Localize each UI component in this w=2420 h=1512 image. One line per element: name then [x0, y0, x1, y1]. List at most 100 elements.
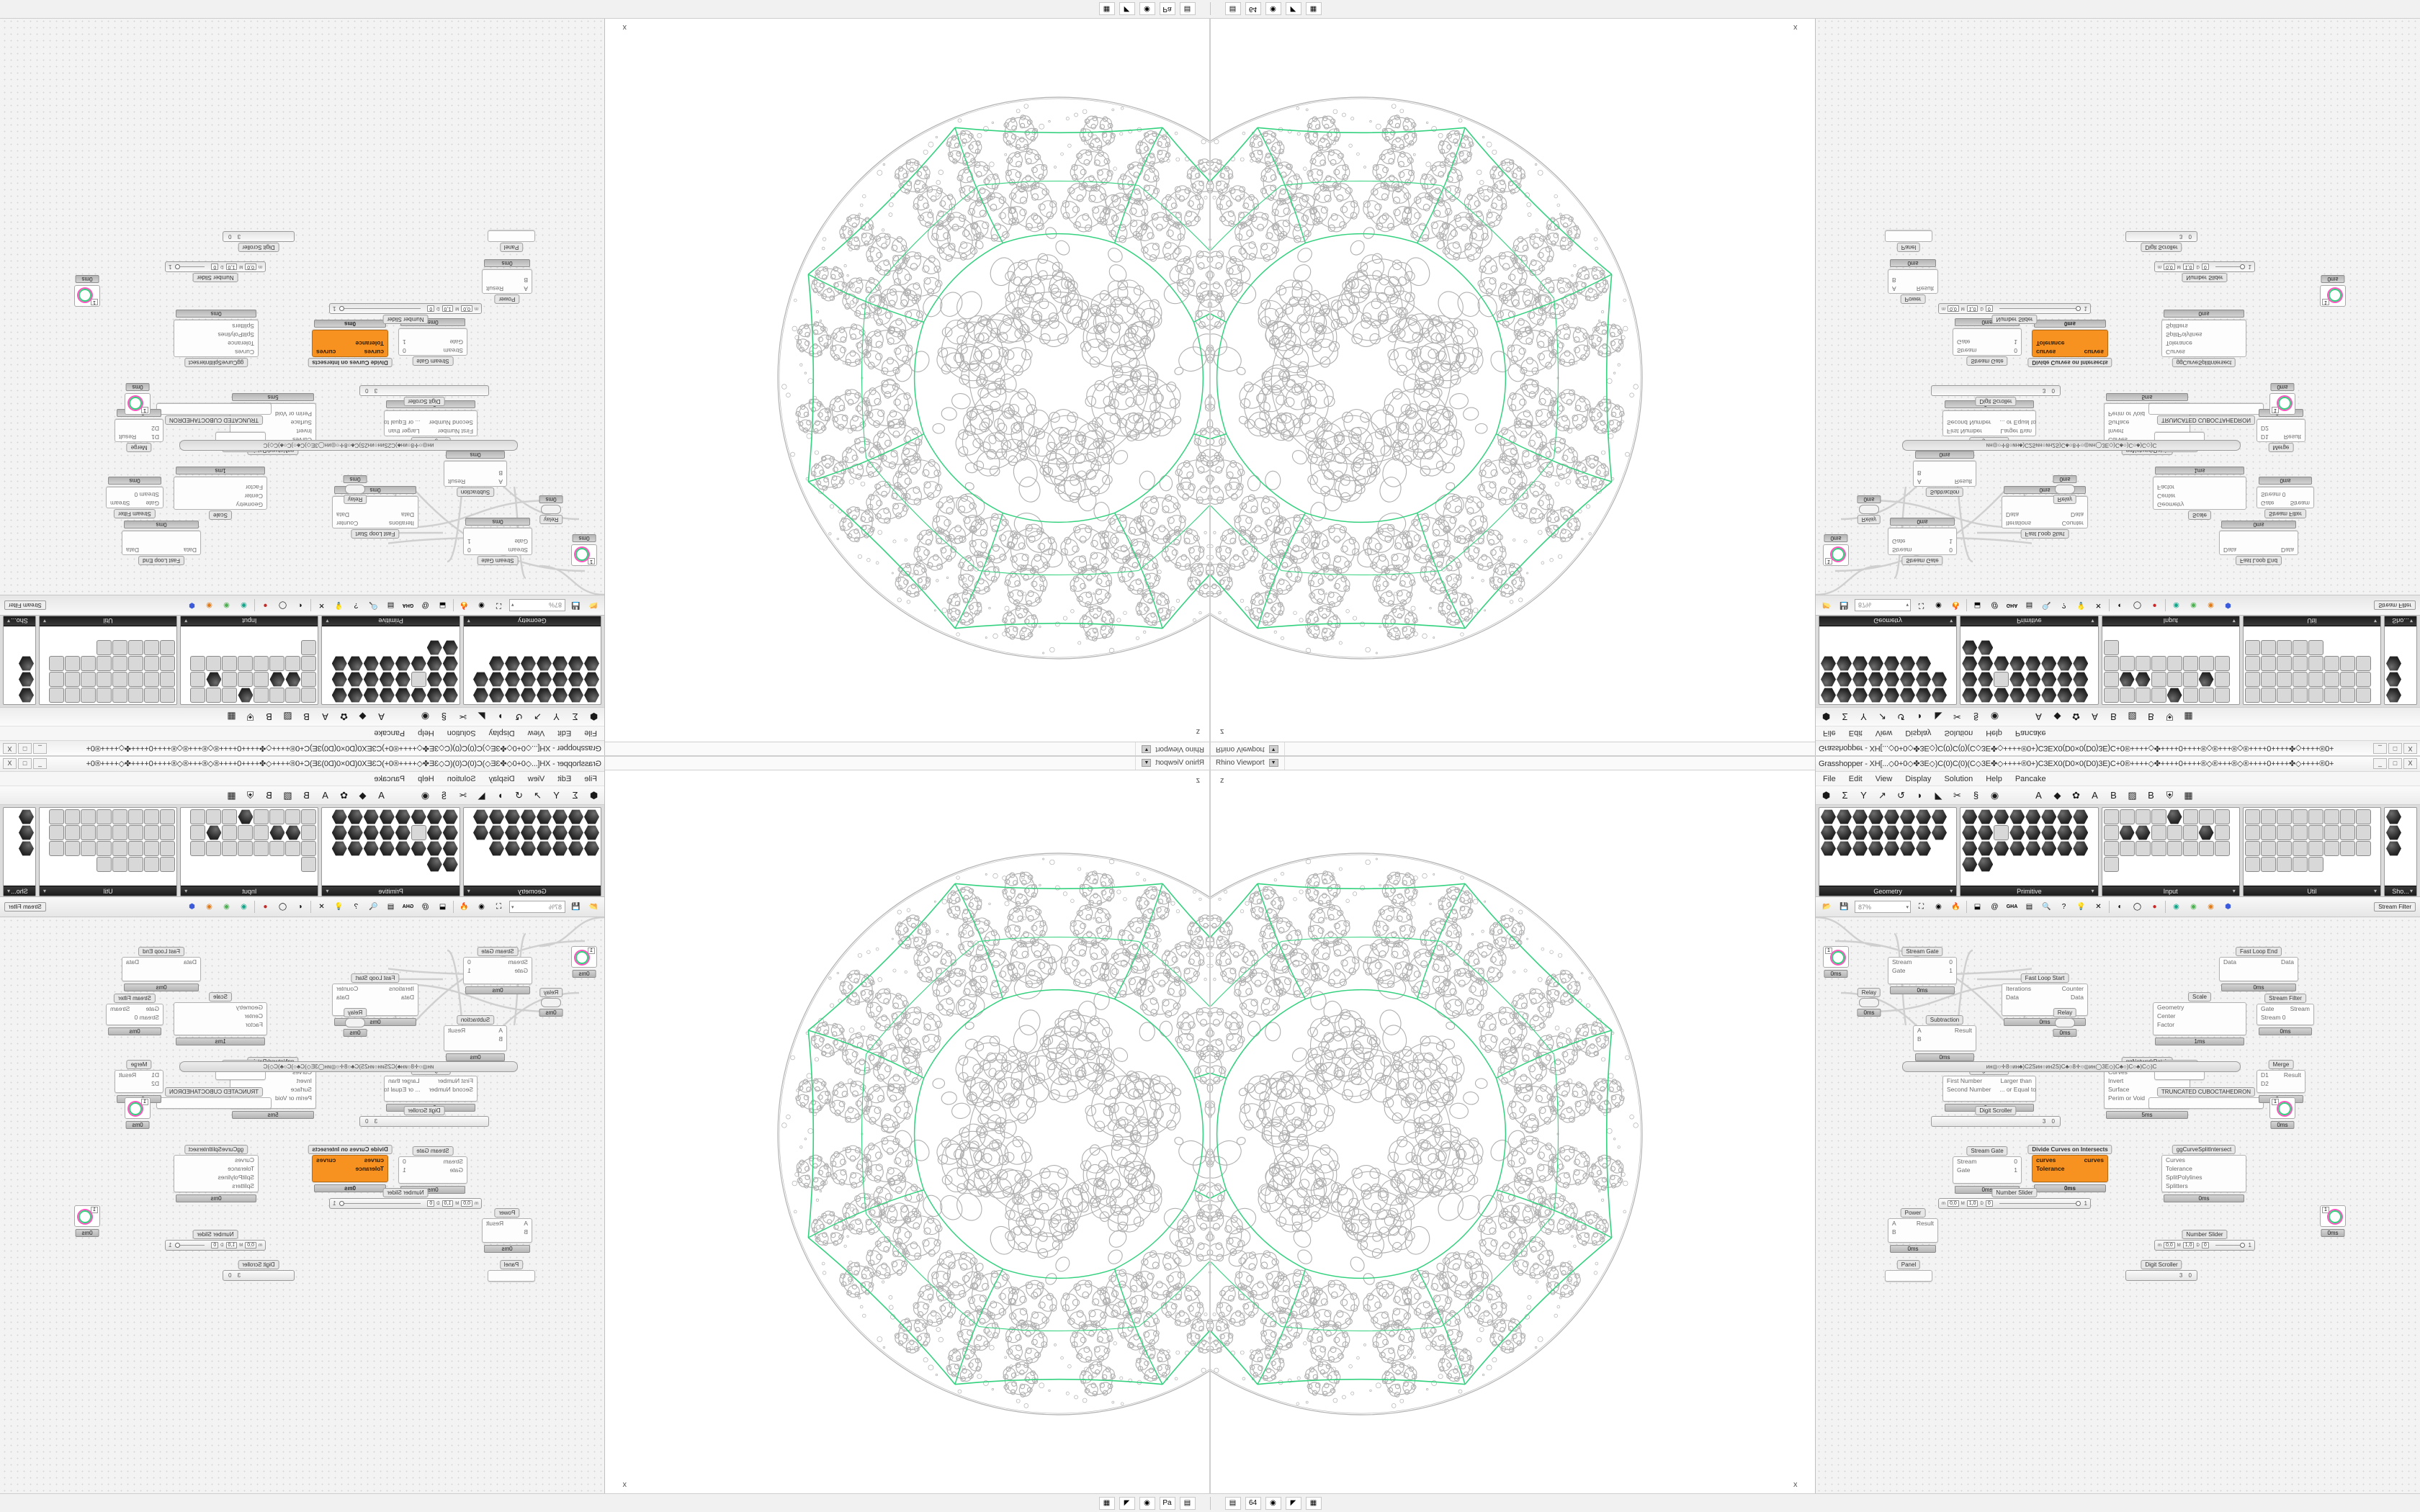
- menu-solution[interactable]: Solution: [447, 774, 476, 783]
- tree-util-icon[interactable]: [2355, 825, 2371, 840]
- menu-view[interactable]: View: [1875, 729, 1893, 738]
- ribbon-category-bar[interactable]: ⬢ Σ Y ↗ ↺ ◗ ◣ ✂ § ◉ A ◆ ✿ A B ▨ B ⛨ ▦: [0, 707, 604, 726]
- node-input-label[interactable]: Factor: [245, 484, 263, 491]
- node-output-label[interactable]: Data: [336, 994, 349, 1001]
- canvas-node[interactable]: TRUNCATED CUBOCTAHEDRON: [2148, 403, 2264, 425]
- glasses-b-icon[interactable]: [2386, 825, 2401, 840]
- menu-view[interactable]: View: [1875, 774, 1893, 783]
- doc-prim-icon[interactable]: [2041, 841, 2057, 856]
- uc-prim-icon[interactable]: [2009, 825, 2025, 840]
- slider-handle[interactable]: [2075, 306, 2081, 311]
- panel-button[interactable]: ▤: [2025, 903, 2033, 911]
- chevron-down-icon[interactable]: ▾: [467, 618, 470, 624]
- close-button[interactable]: X: [3, 743, 17, 754]
- pink-gradient-icon[interactable]: [2136, 672, 2151, 687]
- arc-3pt-icon[interactable]: [1821, 656, 1836, 671]
- canvas-node[interactable]: Curves Tolerance SplitPolylines Splitters gg…: [174, 1145, 259, 1202]
- canvas-toolbar[interactable]: 📂 💾 87% ▾ ⛶ ◉ 🔥 ⬓ @ GHA ▤ 🔍? 💡 ✕ ◐ ◯ ● ◉ ◉ ◉ ⬢ Stream Filter: [1816, 897, 2420, 917]
- maximize-button[interactable]: □: [18, 758, 32, 769]
- color-swatch-in-icon[interactable]: [254, 825, 269, 840]
- lens-prim-icon[interactable]: [1978, 841, 1994, 856]
- node-output-label[interactable]: Counter: [2061, 985, 2084, 992]
- csharp-util-icon[interactable]: [112, 688, 128, 703]
- node-output-label[interactable]: Stream: [2290, 500, 2310, 507]
- quad-patch-icon[interactable]: [1916, 825, 1931, 840]
- axis-prim-icon[interactable]: [2073, 825, 2089, 840]
- vector-arrow-icon[interactable]: ↗: [1878, 789, 1886, 801]
- node-input-label[interactable]: Gate: [1957, 338, 1971, 346]
- node-output-label[interactable]: 1: [467, 967, 471, 974]
- digit-scroller-value[interactable]: 3 0: [226, 1272, 241, 1279]
- explode-icon[interactable]: [1932, 825, 1947, 840]
- cap-prim-icon[interactable]: [427, 857, 442, 872]
- box-corners-icon[interactable]: [1821, 809, 1836, 824]
- color-swatch-in-icon[interactable]: [254, 672, 269, 687]
- zoom-level-field[interactable]: 87% ▾: [1855, 901, 1911, 913]
- gha-button[interactable]: GHA: [402, 603, 414, 608]
- plugin-a2-icon[interactable]: A: [322, 790, 328, 801]
- orient-icon[interactable]: [1868, 656, 1883, 671]
- canvas-toolbar[interactable]: 📂 💾 87% ▾ ⛶ ◉ 🔥 ⬓ @ GHA ▤ 🔍? 💡 ✕ ◐ ◯ ● ◉ ◉ ◉ ⬢ Stream Filter: [0, 897, 604, 917]
- sphere-shaded-icon[interactable]: [1962, 640, 1977, 655]
- deconstruct-brep-icon[interactable]: [489, 688, 504, 703]
- node-output-label[interactable]: Result: [448, 1027, 466, 1034]
- sets-tree-icon[interactable]: Y: [553, 711, 560, 722]
- glasses-b-icon[interactable]: [19, 825, 34, 840]
- component-palette[interactable]: Geometry ▾ Primitive ▾ Input ▾ Util ▾ Sho... ▾: [1816, 615, 2420, 707]
- shade-white-button[interactable]: ◯: [2133, 903, 2142, 911]
- canvas-toolbar[interactable]: 📂 💾 87% ▾ ⛶ ◉ 🔥 ⬓ @ GHA ▤ 🔍? 💡 ✕ ◐ ◯ ● ◉ ◉ ◉ ⬢ Stream Filter: [1816, 595, 2420, 615]
- vector-arrow-icon[interactable]: ↗: [1878, 711, 1886, 723]
- sphere-prim-icon[interactable]: [1962, 809, 1978, 824]
- slider-decimals-value[interactable]: 0: [211, 1242, 219, 1248]
- node-input-label[interactable]: Splitters: [2166, 323, 2188, 330]
- deconstruct-brep2-icon[interactable]: [2041, 809, 2057, 824]
- text-a-util-icon[interactable]: [97, 688, 112, 703]
- point-xyz-in-icon[interactable]: [206, 688, 222, 703]
- shp-in-icon[interactable]: [2166, 656, 2182, 671]
- spiral-icon[interactable]: [1868, 809, 1883, 824]
- palette-tab-geometry[interactable]: Geometry ▾: [463, 616, 601, 626]
- sets-tree-icon[interactable]: Y: [1860, 711, 1867, 722]
- firefox-taskbar-icon-2[interactable]: ◉: [1265, 2, 1281, 16]
- slider-handle[interactable]: [339, 1201, 345, 1206]
- window-buttons[interactable]: _ □ X: [2373, 743, 2417, 754]
- menu-display[interactable]: Display: [488, 774, 515, 783]
- sphere-util-icon[interactable]: [97, 841, 112, 856]
- node-output-label[interactable]: Stream: [110, 500, 130, 507]
- preview-green-button[interactable]: ◉: [2190, 601, 2197, 609]
- color-swatch-in-icon[interactable]: [2151, 672, 2166, 687]
- node-input-label[interactable]: Curves: [235, 1156, 254, 1164]
- curve-spiral-icon[interactable]: ↺: [1897, 789, 1905, 801]
- node-input-label[interactable]: Gate: [514, 538, 528, 545]
- palette-tab-geometry[interactable]: Geometry ▾: [1819, 886, 1957, 896]
- slider-handle[interactable]: [2239, 264, 2245, 269]
- node-input-label[interactable]: Center: [244, 492, 263, 500]
- sphere-util-icon[interactable]: [2308, 841, 2323, 856]
- abc-sort-icon[interactable]: [552, 825, 568, 840]
- text-a-prim-icon[interactable]: [348, 841, 363, 856]
- node-input-label[interactable]: SplitPolylines: [218, 331, 254, 338]
- gradient-in-icon[interactable]: [2214, 809, 2230, 824]
- plugin-grid-icon[interactable]: ▦: [227, 789, 236, 801]
- spiral-util-icon[interactable]: [160, 825, 176, 840]
- node-input-label[interactable]: Stream 0: [134, 491, 160, 498]
- canvas-node[interactable]: Gate Stream Stream 0 Stream Filter 0ms: [106, 994, 163, 1035]
- menu-edit[interactable]: Edit: [557, 774, 572, 783]
- node-input-label[interactable]: Surface: [2108, 419, 2130, 426]
- bake-flame-button[interactable]: 🔥: [460, 903, 469, 911]
- deconstruct-brep2-icon[interactable]: [364, 688, 379, 703]
- node-input-label[interactable]: Center: [244, 1012, 263, 1020]
- slider-track[interactable]: [339, 306, 421, 311]
- viewport-tab-bar[interactable]: Rhino Viewport ▼: [1210, 742, 1815, 756]
- shade-white-button[interactable]: ◯: [278, 903, 287, 911]
- magnet-snap-icon[interactable]: [1916, 656, 1931, 671]
- slider-decimals-value[interactable]: 0: [1985, 305, 1993, 312]
- pdb-in-icon[interactable]: [2103, 656, 2119, 671]
- maximize-button[interactable]: □: [18, 743, 32, 754]
- node-canvas[interactable]: Stream 0 Gate 1 Stream Gate 0ms Iterations Coun…: [0, 16, 604, 595]
- plugin-a-icon[interactable]: A: [2035, 711, 2042, 722]
- cluster-button[interactable]: ⬓: [439, 903, 447, 911]
- node-input-label[interactable]: Invert: [2108, 428, 2124, 435]
- axis-prim-icon[interactable]: [332, 672, 347, 687]
- chevron-down-icon[interactable]: ▼: [1142, 745, 1152, 753]
